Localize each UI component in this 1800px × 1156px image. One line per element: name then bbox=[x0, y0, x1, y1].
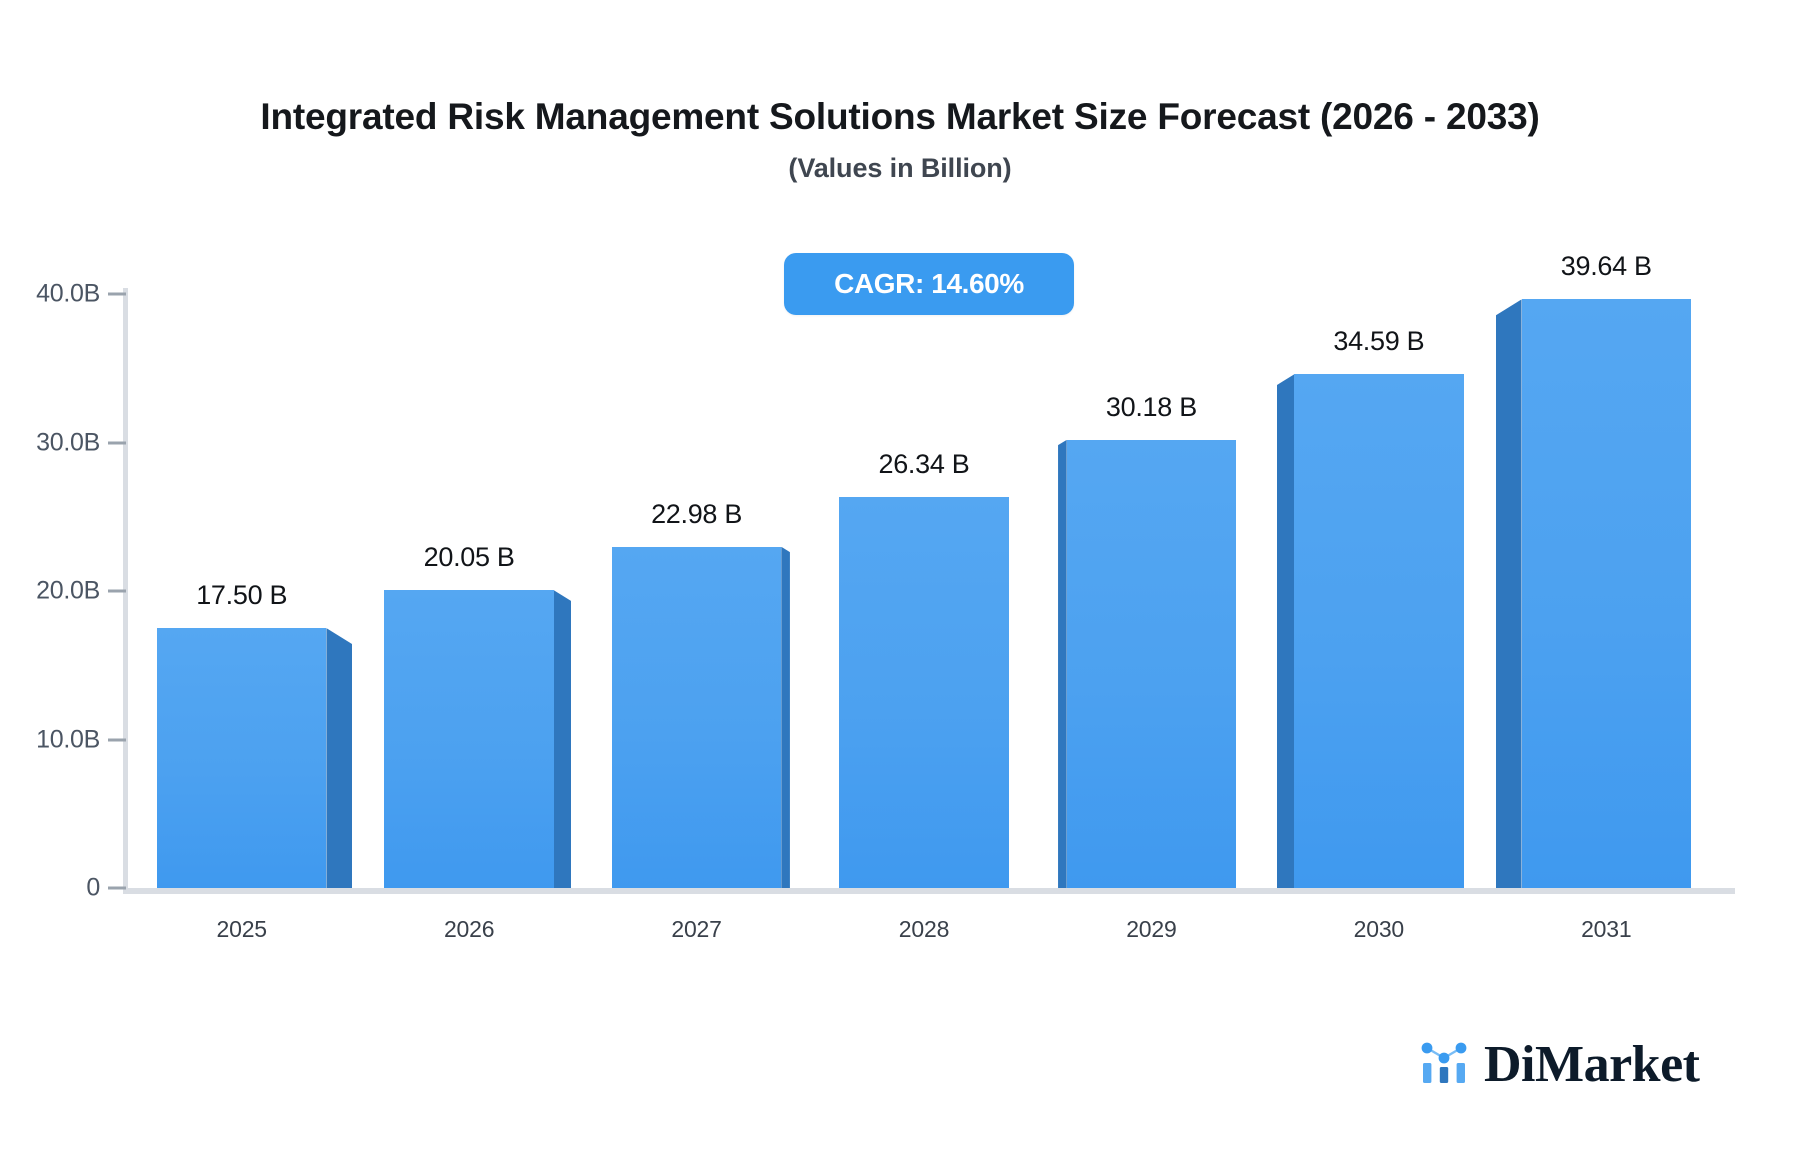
bar-2026[interactable] bbox=[384, 590, 572, 888]
x-tick-label-2029: 2029 bbox=[1126, 916, 1177, 942]
bar-front-face bbox=[156, 628, 327, 888]
y-tick-mark bbox=[108, 441, 126, 444]
bar-front-face bbox=[1294, 374, 1464, 888]
x-tick-label-2027: 2027 bbox=[671, 916, 722, 942]
y-tick-label: 0 bbox=[86, 873, 100, 902]
bar-value-label: 34.59 B bbox=[1333, 326, 1425, 357]
bar-side-face bbox=[1276, 374, 1295, 888]
bar-value-label: 20.05 B bbox=[423, 542, 515, 573]
bar-value-label: 30.18 B bbox=[1105, 391, 1197, 422]
bar-2030[interactable] bbox=[1276, 374, 1464, 888]
bar-front-face bbox=[1066, 439, 1237, 888]
bar-2025[interactable] bbox=[156, 628, 353, 888]
bar-front-face bbox=[1521, 299, 1691, 888]
y-tick-label: 40.0B bbox=[36, 279, 100, 308]
y-tick-mark bbox=[108, 292, 126, 296]
y-tick-mark bbox=[108, 886, 126, 890]
bar-side-face bbox=[553, 590, 572, 888]
cagr-badge: CAGR: 14.60% bbox=[784, 253, 1074, 315]
bar-front-face bbox=[384, 590, 554, 888]
bar-side-face bbox=[1058, 439, 1067, 888]
bar-value-label: 17.50 B bbox=[196, 580, 288, 611]
bar-2028[interactable] bbox=[839, 496, 1009, 888]
bar-2029[interactable] bbox=[1058, 439, 1237, 888]
bar-value-label: 39.64 B bbox=[1560, 251, 1652, 282]
bar-side-face bbox=[326, 628, 353, 888]
chart-subtitle: (Values in Billion) bbox=[788, 152, 1012, 183]
x-tick-label-2030: 2030 bbox=[1353, 916, 1405, 942]
y-tick-label: 20.0B bbox=[36, 576, 100, 605]
x-tick-label-2025: 2025 bbox=[216, 916, 268, 942]
bar-chart-icon bbox=[1418, 1036, 1470, 1093]
brand-logo: DiMarket bbox=[1418, 1035, 1700, 1093]
y-tick-mark bbox=[108, 738, 126, 741]
bar-side-face bbox=[781, 546, 790, 888]
x-tick-label-2026: 2026 bbox=[443, 916, 495, 942]
bar-front-face bbox=[611, 546, 782, 888]
y-tick-mark bbox=[108, 589, 126, 593]
y-tick-label: 10.0B bbox=[36, 725, 100, 753]
bar-front-face bbox=[839, 496, 1009, 888]
bar-value-label: 26.34 B bbox=[878, 448, 970, 479]
bar-2027[interactable] bbox=[611, 546, 790, 888]
chart-title: Integrated Risk Management Solutions Mar… bbox=[260, 96, 1540, 137]
bar-side-face bbox=[1495, 299, 1522, 888]
x-axis-line bbox=[123, 888, 1735, 894]
x-tick-label-2031: 2031 bbox=[1581, 916, 1632, 942]
bar-2031[interactable] bbox=[1495, 299, 1691, 888]
y-tick-label: 30.0B bbox=[36, 428, 100, 456]
brand-logo-text: DiMarket bbox=[1484, 1035, 1700, 1093]
bar-value-label: 22.98 B bbox=[651, 498, 743, 529]
title-block: Integrated Risk Management Solutions Mar… bbox=[0, 96, 1800, 184]
cagr-badge-label: CAGR: 14.60% bbox=[834, 268, 1024, 299]
x-tick-label-2028: 2028 bbox=[898, 916, 950, 942]
